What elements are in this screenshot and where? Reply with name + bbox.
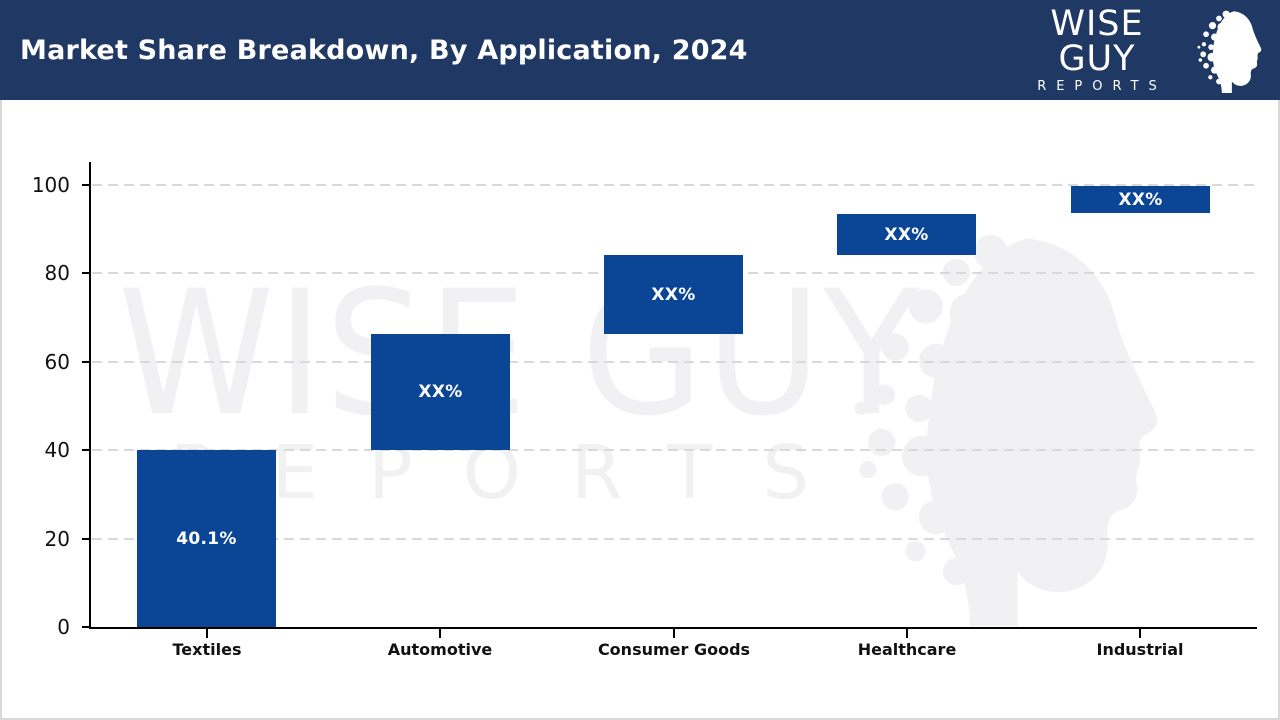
bar-consumer-goods: XX%	[604, 255, 743, 334]
y-tick-40	[82, 449, 90, 452]
bar-textiles: 40.1%	[137, 450, 276, 627]
y-tick-label-0: 0	[57, 615, 70, 639]
bar-value-label: XX%	[884, 224, 929, 245]
x-tick-label-industrial: Industrial	[1096, 640, 1184, 659]
x-tick-label-textiles: Textiles	[172, 640, 242, 659]
wise-guy-logo: WISE GUY REPORTS	[1006, 0, 1266, 100]
x-tick-2	[439, 629, 441, 638]
x-tick-3	[673, 629, 675, 638]
logo-reports-text: REPORTS	[1037, 79, 1167, 94]
watermark-wiseguy-text: WISE GUY	[118, 253, 922, 454]
x-tick-1	[206, 629, 208, 638]
y-tick-60	[82, 360, 90, 363]
y-tick-label-60: 60	[44, 349, 70, 374]
x-axis-line	[89, 627, 1257, 629]
gridline-40	[92, 449, 1257, 452]
y-tick-label-40: 40	[44, 438, 70, 463]
x-tick-label-consumer-goods: Consumer Goods	[597, 640, 751, 659]
y-tick-20	[82, 537, 90, 540]
x-tick-label-healthcare: Healthcare	[857, 640, 957, 659]
bar-value-label: XX%	[418, 382, 463, 402]
y-tick-label-20: 20	[44, 526, 70, 551]
bar-automotive: XX%	[371, 334, 510, 450]
gridline-100	[92, 184, 1257, 186]
y-tick-100	[82, 184, 90, 186]
gridline-20	[92, 537, 1257, 540]
x-tick-5	[1139, 629, 1141, 638]
x-tick-label-automotive: Automotive	[387, 640, 493, 659]
header-bar: Market Share Breakdown, By Application, …	[0, 0, 1280, 100]
head-profile-icon	[1197, 10, 1262, 93]
plot-region: WISE GUY REPORTS 0 20 40 60 80 100 40.1% Text	[0, 100, 1280, 720]
y-tick-label-80: 80	[44, 261, 70, 286]
watermark-head-profile-icon	[854, 235, 1158, 626]
y-axis-line	[89, 162, 91, 629]
y-tick-80	[82, 272, 90, 275]
bar-value-label: 40.1%	[176, 528, 237, 549]
bar-value-label: XX%	[651, 284, 696, 305]
chart-title: Market Share Breakdown, By Application, …	[20, 34, 748, 66]
y-tick-0	[82, 626, 90, 628]
x-tick-4	[906, 629, 908, 638]
bar-industrial: XX%	[1071, 186, 1210, 213]
logo-wiseguy-text: WISE GUY	[1050, 4, 1144, 79]
bar-healthcare: XX%	[837, 214, 976, 255]
y-tick-label-100: 100	[31, 173, 70, 197]
bar-value-label: XX%	[1118, 189, 1163, 210]
logo-text: WISE GUY REPORTS	[1006, 4, 1188, 94]
gridline-60	[92, 360, 1257, 363]
